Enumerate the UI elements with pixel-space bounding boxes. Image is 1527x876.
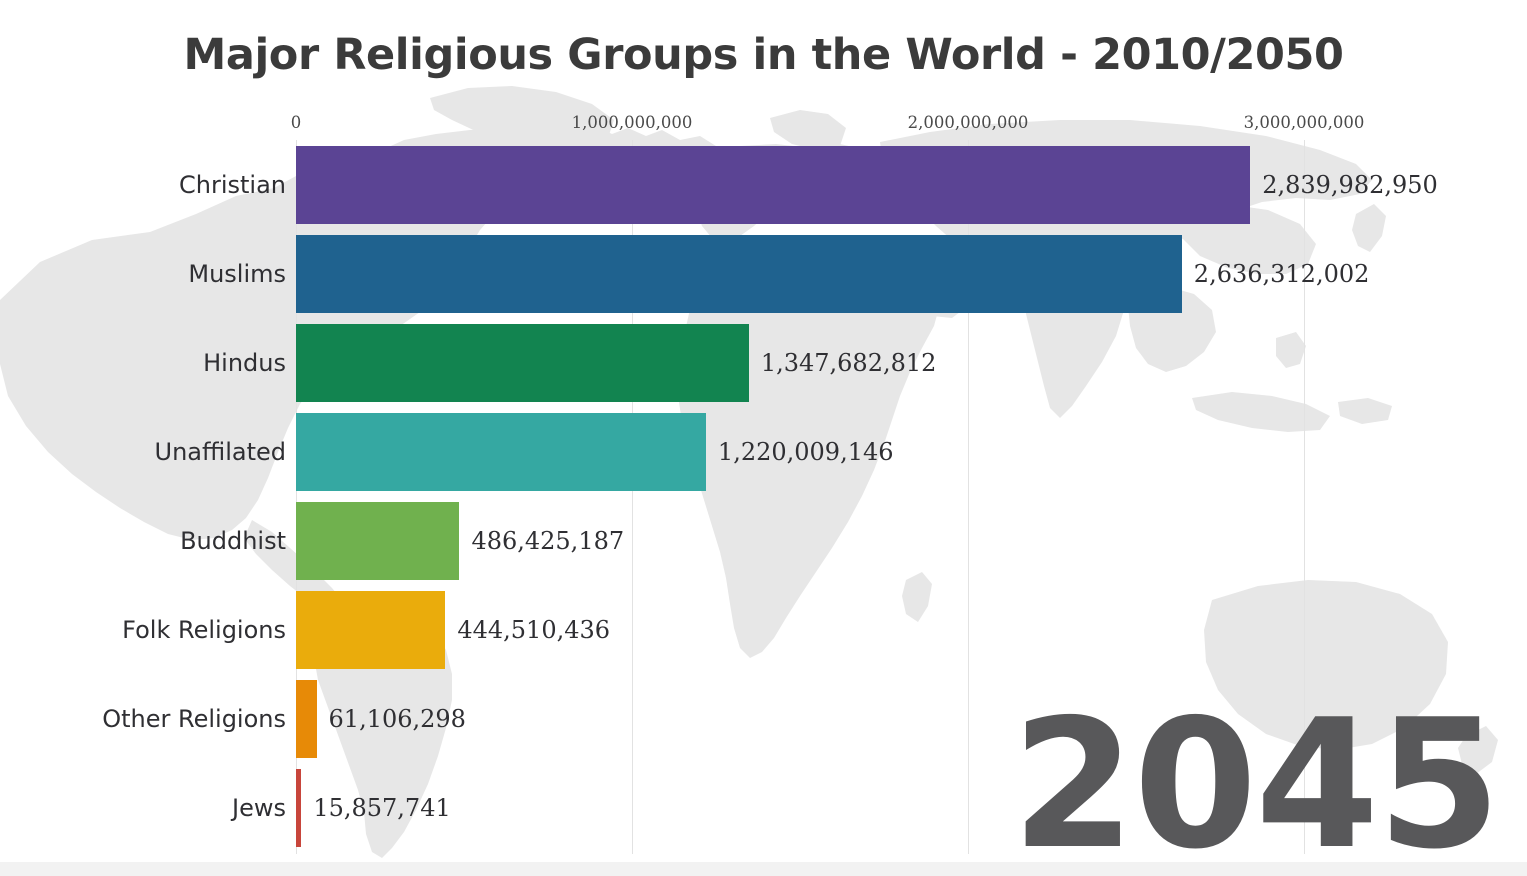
- x-tick-label: 3,000,000,000: [1243, 113, 1365, 132]
- bar-value-label: 1,347,682,812: [760, 349, 937, 377]
- bar-row: Buddhist 486,425,187: [180, 502, 1304, 580]
- bar[interactable]: [296, 324, 749, 402]
- bar-value-label: 486,425,187: [471, 527, 625, 555]
- page-title: Major Religious Groups in the World - 20…: [183, 30, 1344, 80]
- bar-row: Hindus 1,347,682,812: [203, 324, 1304, 402]
- bar[interactable]: [296, 235, 1182, 313]
- bar-row: Muslims 2,636,312,002: [188, 235, 1369, 313]
- bar[interactable]: [296, 413, 706, 491]
- bar[interactable]: [296, 146, 1251, 224]
- x-tick-label: 2,000,000,000: [907, 113, 1029, 132]
- bar-category-label: Muslims: [188, 260, 286, 288]
- bar-row: Folk Religions 444,510,436: [122, 591, 1304, 669]
- bar-category-label: Folk Religions: [122, 616, 286, 644]
- bar-category-label: Hindus: [203, 349, 286, 377]
- bar-value-label: 444,510,436: [457, 616, 611, 644]
- x-tick-label: 0: [290, 113, 302, 132]
- x-tick-label: 1,000,000,000: [571, 113, 693, 132]
- bar-category-label: Jews: [232, 794, 286, 822]
- bar-value-label: 2,839,982,950: [1262, 171, 1438, 199]
- bar-value-label: 15,857,741: [313, 794, 451, 822]
- bar-value-label: 61,106,298: [328, 705, 466, 733]
- bar-category-label: Buddhist: [180, 527, 286, 555]
- bar-category-label: Unaffilated: [154, 438, 286, 466]
- bar[interactable]: [296, 502, 460, 580]
- bar-category-label: Other Religions: [102, 705, 286, 733]
- bar-row: Christian 2,839,982,950: [179, 146, 1438, 224]
- bar-row: Unaffilated 1,220,009,146: [155, 413, 1304, 491]
- bar-category-label: Christian: [178, 171, 286, 199]
- bar-value-label: 2,636,312,002: [1193, 260, 1370, 288]
- bar-value-label: 1,220,009,146: [717, 438, 894, 466]
- bar[interactable]: [296, 769, 302, 847]
- bar[interactable]: [296, 591, 446, 669]
- bar[interactable]: [296, 680, 317, 758]
- year-label: 2045: [1011, 681, 1501, 876]
